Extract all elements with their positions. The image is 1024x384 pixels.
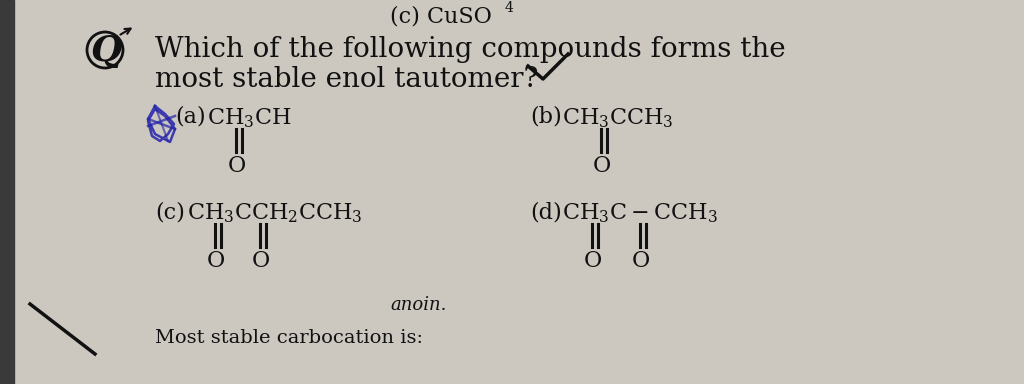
Text: Most stable carbocation is:: Most stable carbocation is: [155,329,423,347]
Text: O: O [228,155,246,177]
Text: $\mathregular{CH_3CH}$: $\mathregular{CH_3CH}$ [207,106,292,130]
Text: $\mathregular{CH_3C-CCH_3}$: $\mathregular{CH_3C-CCH_3}$ [562,201,718,225]
Text: most stable enol tautomer?: most stable enol tautomer? [155,66,539,93]
Text: (c): (c) [155,201,185,223]
Bar [0,0,14,384]
Text: $\mathregular{CH_3CCH_3}$: $\mathregular{CH_3CCH_3}$ [562,106,674,130]
Text: $\mathregular{CH_3CCH_2CCH_3}$: $\mathregular{CH_3CCH_2CCH_3}$ [187,201,362,225]
Text: 4: 4 [505,1,514,15]
Text: O: O [252,250,270,272]
Text: (d): (d) [530,201,562,223]
Text: anoin.: anoin. [390,296,446,314]
Text: O: O [593,155,611,177]
Text: Q: Q [90,34,122,68]
Text: (b): (b) [530,106,562,128]
Text: Which of the following compounds forms the: Which of the following compounds forms t… [155,36,785,63]
Text: (a): (a) [175,106,206,128]
Text: (c) CuSO: (c) CuSO [390,6,492,28]
Text: O: O [632,250,650,272]
Text: O: O [207,250,225,272]
Text: O: O [584,250,602,272]
